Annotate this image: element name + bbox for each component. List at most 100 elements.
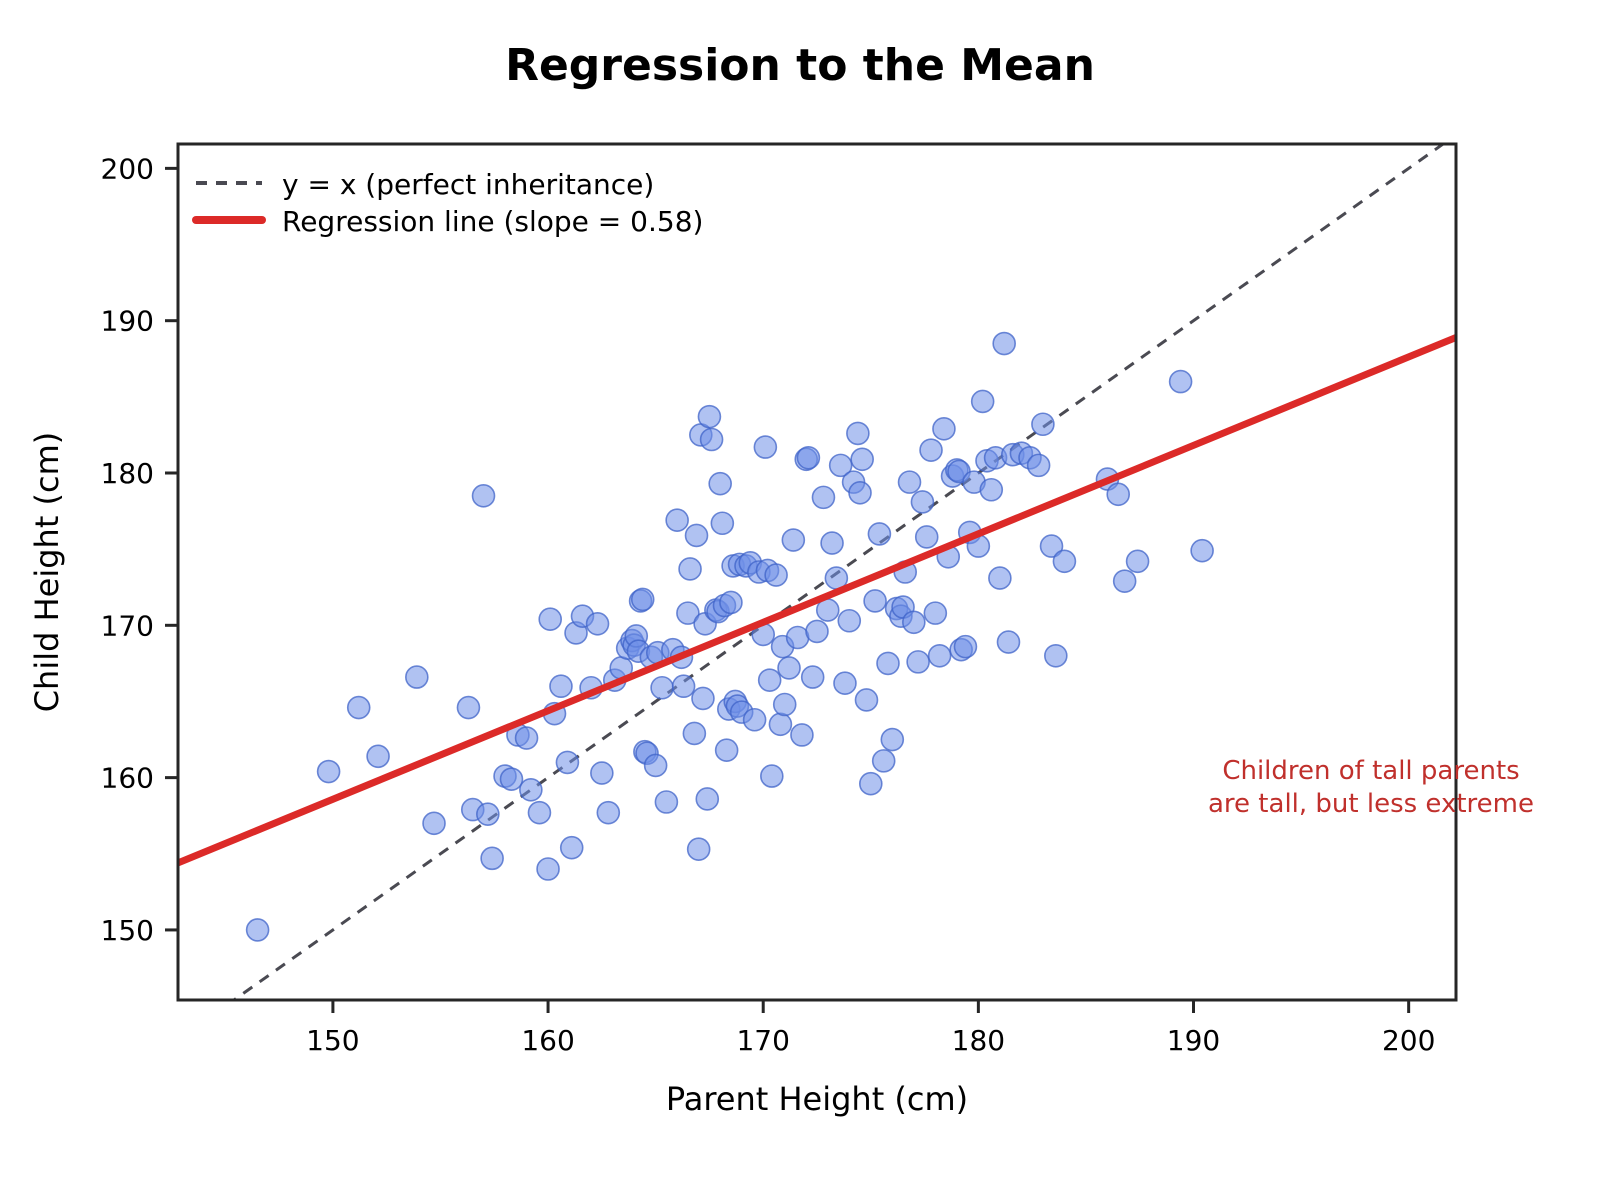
x-tick-label: 150 (306, 1024, 359, 1057)
annotation-group: Children of tall parents are tall, but l… (1208, 756, 1534, 819)
scatter-point (1125, 549, 1150, 574)
scatter-point (858, 771, 883, 796)
scatter-point (316, 759, 341, 784)
y-axis-title: Child Height (cm) (28, 432, 66, 713)
x-tick-label: 200 (1382, 1024, 1435, 1057)
scatter-point (854, 688, 879, 712)
scatter-point (790, 723, 814, 747)
scatter-point (863, 589, 887, 613)
scatter-point (422, 811, 446, 836)
scatter-point (538, 607, 563, 632)
scatter-point (654, 790, 679, 814)
identity-line (231, 144, 1446, 1000)
y-tick-label: 170 (101, 609, 154, 642)
scatter-point (772, 692, 797, 717)
scatter-point (871, 749, 896, 773)
x-tick-label: 160 (521, 1024, 574, 1057)
scatter-point (527, 800, 552, 825)
x-axis-title: Parent Height (cm) (666, 1080, 968, 1118)
scatter-point (1106, 482, 1131, 507)
scatter-point (684, 523, 709, 548)
scatter-point (897, 470, 922, 494)
scatter-point (585, 611, 610, 636)
legend-identity-label: y = x (perfect inheritance) (282, 168, 654, 201)
x-tick-label: 170 (736, 1024, 789, 1057)
scatter-point (714, 738, 739, 763)
scatter-point (1026, 453, 1051, 478)
scatter-point (777, 656, 801, 680)
scatter-point (549, 674, 573, 699)
scatter-point (559, 835, 584, 860)
scatter-point (970, 389, 995, 414)
scatter-point (1168, 369, 1193, 394)
scatter-point (996, 630, 1021, 654)
scatter-point (456, 695, 481, 720)
scatter-point (471, 484, 496, 508)
scatter-point (764, 563, 788, 587)
scatter-point (833, 671, 857, 695)
scatter-point (596, 800, 621, 825)
scatter-point (1190, 538, 1214, 563)
scatter-point (848, 480, 872, 505)
scatter-point (906, 650, 930, 674)
scatter-point (405, 665, 429, 689)
scatter-point (919, 438, 943, 462)
scatter-point (682, 721, 707, 746)
y-tick-label: 160 (101, 762, 154, 795)
scatter-point (1044, 643, 1068, 668)
page-title: Regression to the Mean (505, 40, 1095, 91)
scatter-point (590, 761, 614, 785)
plot-frame (176, 142, 1458, 1002)
scatter-point (686, 837, 711, 862)
scatter-point (781, 528, 806, 552)
annotation-line-2: are tall, but less extreme (1208, 789, 1534, 819)
scatter-point (366, 744, 390, 769)
y-tick-label: 150 (101, 914, 154, 947)
scatter-point (695, 787, 720, 811)
scatter-point (880, 727, 905, 752)
scatter-point (514, 726, 539, 750)
scatter-point (850, 447, 874, 472)
scatter-point (671, 674, 696, 699)
scatter-point (910, 490, 935, 514)
scatter-point (346, 695, 371, 720)
x-axis-ticks: 150 160 170 180 190 200 (306, 1000, 1435, 1057)
scatter-point (796, 445, 821, 470)
scatter-point (820, 531, 844, 555)
y-axis-ticks: 150 160 170 180 190 200 (101, 152, 178, 947)
y-tick-label: 200 (101, 152, 154, 185)
scatter-point (923, 601, 948, 625)
scatter-point (536, 857, 560, 881)
scatter-point (753, 435, 778, 459)
scatter-point (828, 453, 853, 478)
scatter-point (953, 634, 978, 659)
scatter-point (760, 764, 784, 788)
scatter-point (665, 508, 689, 533)
regression-line (178, 334, 1456, 867)
scatter-point (643, 753, 668, 778)
scatter-point (630, 587, 655, 612)
scatter-point (927, 643, 952, 668)
scatter-point (676, 601, 700, 625)
scatter-point (805, 619, 829, 644)
scatter-point (710, 511, 735, 536)
scatter-point (719, 590, 743, 615)
scatter-point (846, 421, 870, 446)
scatter-point (697, 404, 722, 429)
scatter-point (691, 686, 715, 711)
y-tick-label: 180 (101, 457, 154, 490)
scatter-point (932, 417, 956, 441)
x-tick-label: 190 (1167, 1024, 1220, 1057)
scatter-point (480, 846, 504, 871)
scatter-point (992, 331, 1016, 356)
scatter-point (1112, 569, 1137, 593)
scatter-point (678, 557, 702, 581)
scatter-point (979, 477, 1004, 502)
scatter-point (555, 750, 580, 775)
scatter-point (800, 665, 825, 689)
legend: y = x (perfect inheritance) Regression l… (192, 168, 703, 238)
scatter-point (1052, 549, 1077, 574)
scatter-point (499, 767, 524, 791)
scatter-point (902, 610, 926, 635)
